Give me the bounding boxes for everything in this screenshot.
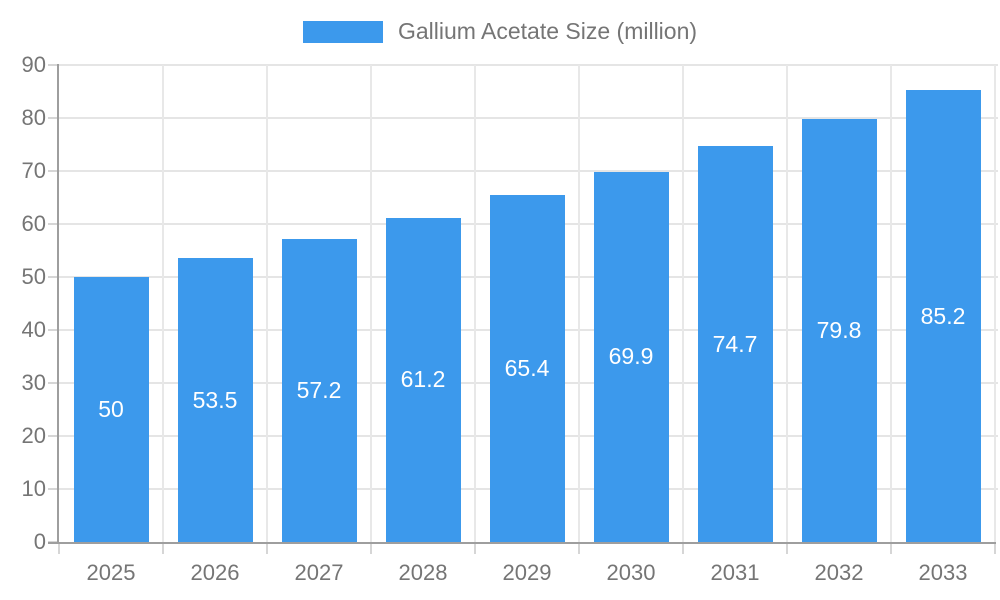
bar-value-label: 57.2 <box>296 376 342 403</box>
y-axis-tick <box>48 488 59 490</box>
y-axis-label: 0 <box>33 529 46 554</box>
bar: 74.7 <box>697 146 773 542</box>
y-axis-tick <box>48 382 59 384</box>
x-axis-label: 2029 <box>502 560 552 585</box>
y-axis-label: 40 <box>21 317 46 342</box>
bar-value-label: 61.2 <box>400 366 446 393</box>
x-axis-tick <box>578 544 580 554</box>
x-axis-tick <box>162 544 164 554</box>
y-axis-tick <box>48 329 59 331</box>
y-axis-label: 70 <box>21 158 46 183</box>
h-gridline <box>59 64 998 66</box>
y-axis-tick <box>48 276 59 278</box>
x-axis-label: 2027 <box>294 560 344 585</box>
x-axis-line <box>48 542 996 544</box>
x-axis-tick <box>58 544 60 554</box>
v-gridline <box>890 65 892 542</box>
v-gridline <box>162 65 164 542</box>
v-gridline <box>474 65 476 542</box>
bar-value-label: 85.2 <box>920 302 966 329</box>
bar-value-label: 69.9 <box>608 343 654 370</box>
bar-value-label: 50 <box>98 396 124 422</box>
x-axis-tick <box>890 544 892 554</box>
bar-value-label: 79.8 <box>816 317 862 344</box>
x-axis-tick <box>474 544 476 554</box>
x-axis-tick <box>786 544 788 554</box>
y-axis-tick <box>48 64 59 66</box>
v-gridline <box>994 65 996 542</box>
bar: 85.2 <box>905 90 981 542</box>
x-axis-label: 2026 <box>190 560 240 585</box>
legend-swatch-icon <box>302 20 383 43</box>
x-axis-tick <box>682 544 684 554</box>
y-axis-label: 90 <box>21 52 46 77</box>
v-gridline <box>682 65 684 542</box>
x-axis-tick <box>994 544 996 554</box>
x-axis-tick <box>370 544 372 554</box>
bar: 69.9 <box>593 171 669 542</box>
bar: 50 <box>73 277 149 542</box>
y-axis-label: 20 <box>21 423 46 448</box>
h-gridline <box>59 170 998 172</box>
bar-value-label: 53.5 <box>192 386 238 413</box>
x-axis-label: 2030 <box>606 560 656 585</box>
v-gridline <box>578 65 580 542</box>
y-axis-label: 60 <box>21 211 46 236</box>
x-axis-label: 2032 <box>814 560 864 585</box>
legend-item[interactable]: Gallium Acetate Size (million) <box>302 18 698 45</box>
y-axis-tick <box>48 223 59 225</box>
y-axis-label: 50 <box>21 264 46 289</box>
h-gridline <box>59 117 998 119</box>
bar-value-label: 74.7 <box>712 330 758 357</box>
v-gridline <box>370 65 372 542</box>
bar: 61.2 <box>385 217 461 542</box>
bar-value-label: 65.4 <box>504 355 550 382</box>
x-axis-label: 2025 <box>86 560 136 585</box>
y-axis-label: 80 <box>21 105 46 130</box>
bar: 65.4 <box>489 195 565 542</box>
y-axis-tick <box>48 117 59 119</box>
v-gridline <box>786 65 788 542</box>
x-axis-label: 2028 <box>398 560 448 585</box>
x-axis-label: 2033 <box>918 560 968 585</box>
y-axis-tick <box>48 170 59 172</box>
x-axis-tick <box>266 544 268 554</box>
y-axis-line <box>57 64 59 544</box>
legend-label: Gallium Acetate Size (million) <box>397 18 698 44</box>
y-axis-label: 10 <box>21 476 46 501</box>
v-gridline <box>266 65 268 542</box>
y-axis-tick <box>48 435 59 437</box>
y-axis-label: 30 <box>21 370 46 395</box>
bar: 57.2 <box>281 238 357 542</box>
x-axis-label: 2031 <box>710 560 760 585</box>
bar: 79.8 <box>801 119 877 542</box>
bar: 53.5 <box>177 258 253 542</box>
legend: Gallium Acetate Size (million) <box>0 18 1000 45</box>
